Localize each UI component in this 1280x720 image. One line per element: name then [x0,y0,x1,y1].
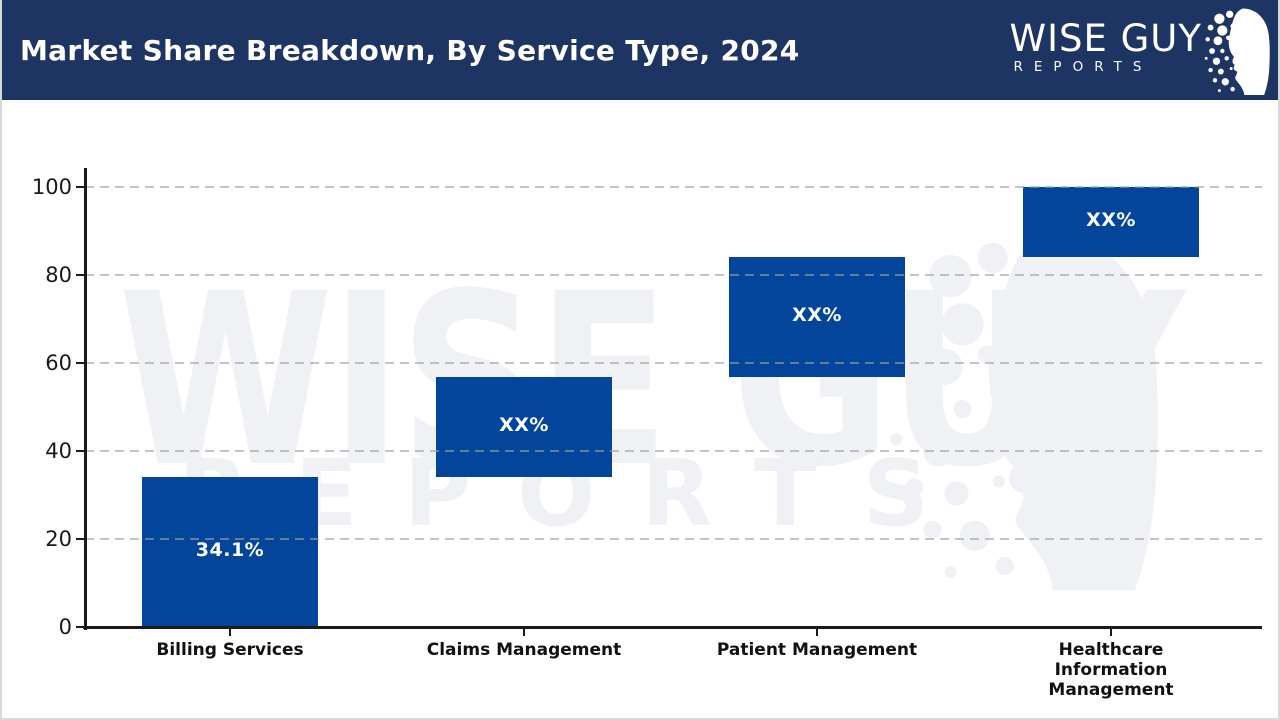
x-axis-category-label: Patient Management [716,640,918,660]
wiseguy-logo: WISE GUY REPORTS [1009,17,1202,76]
y-axis-tick [76,362,85,364]
y-axis-tick-label: 0 [58,615,72,639]
y-axis-line [84,168,87,630]
y-axis-tick [76,186,85,188]
y-axis-tick [76,626,85,628]
bar-segment [142,476,318,627]
y-axis-tick-label: 20 [45,527,72,551]
gridline-y20 [85,538,1262,540]
page-title: Market Share Breakdown, By Service Type,… [20,33,800,67]
bar-segment [729,256,905,378]
y-axis-tick-label: 80 [45,263,72,287]
x-axis-tick [1110,629,1112,636]
y-axis-tick [76,538,85,540]
gridline-y100 [85,186,1262,188]
gridline-y40 [85,450,1262,452]
bar-value-label: XX% [792,304,842,327]
bar-value-label: 34.1% [195,538,265,561]
bar-value-label: XX% [499,414,549,437]
x-axis-tick [816,629,818,636]
x-axis-category-label: Billing Services [156,640,304,660]
logo-tagline-text: REPORTS [1013,59,1153,75]
wiseguy-face-icon [1200,7,1274,95]
bar-value-label: XX% [1086,208,1136,231]
y-axis-tick-label: 100 [31,175,72,199]
bar-segment [1023,187,1199,257]
x-axis-tick [229,629,231,636]
x-axis-category-label: Claims Management [426,640,622,660]
bar-segment [436,377,612,477]
gridline-y80 [85,274,1262,276]
y-axis-tick-label: 60 [45,351,72,375]
gridline-y60 [85,362,1262,364]
y-axis-tick [76,274,85,276]
logo-brand-text: WISE GUY [1009,17,1202,60]
x-axis-category-label: Healthcare Information Management [1048,640,1174,700]
x-axis-tick [523,629,525,636]
y-axis-tick-label: 40 [45,439,72,463]
header-bar: Market Share Breakdown, By Service Type,… [0,0,1280,100]
y-axis-tick [76,450,85,452]
x-axis-line [83,626,1262,629]
